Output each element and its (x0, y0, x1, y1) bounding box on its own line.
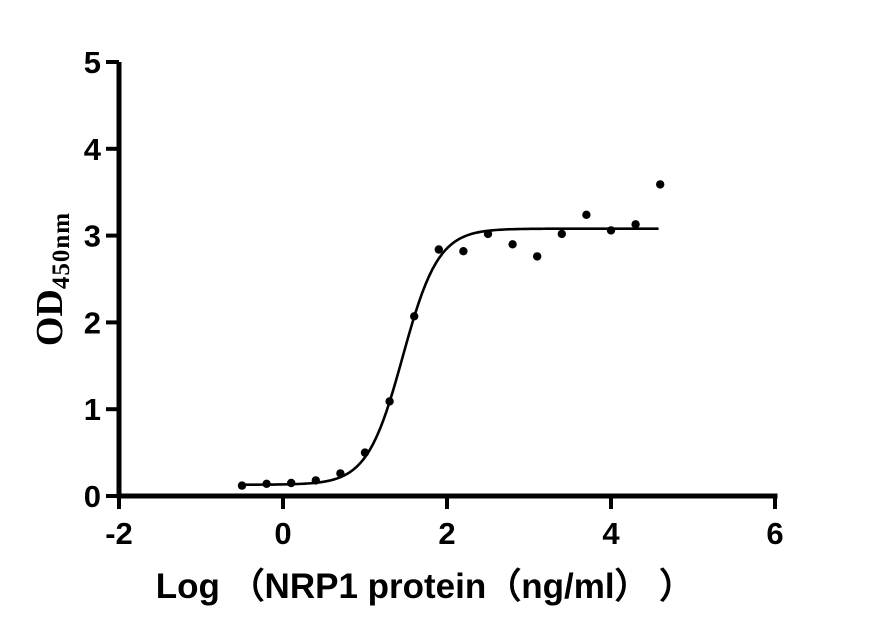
data-point (508, 240, 517, 249)
data-point (287, 478, 296, 488)
data-point (360, 448, 370, 457)
y-tick-label: 1 (84, 392, 101, 427)
data-point (631, 220, 640, 229)
data-point (237, 481, 247, 490)
data-point (262, 479, 271, 488)
data-point (533, 252, 542, 261)
data-point (557, 229, 566, 239)
y-axis-title-subscript: 450nm (48, 211, 75, 290)
data-point (410, 312, 419, 321)
x-tick-label: 2 (438, 516, 455, 551)
x-tick-label: 4 (602, 516, 620, 551)
data-point (336, 469, 345, 478)
y-tick-label: 0 (84, 479, 101, 514)
data-point (483, 229, 493, 239)
data-point (385, 397, 394, 406)
x-tick-label: 0 (274, 516, 291, 551)
data-point (656, 180, 665, 189)
data-point (434, 245, 443, 254)
y-axis-title: OD450nm (28, 209, 75, 349)
fit-curve (241, 227, 659, 486)
x-tick-label: -2 (105, 516, 133, 551)
y-tick-label: 5 (84, 45, 101, 80)
data-point (459, 247, 468, 256)
y-tick-label: 2 (84, 305, 101, 340)
data-point (582, 210, 591, 219)
data-point (606, 226, 616, 235)
x-tick-label: 6 (766, 516, 783, 551)
y-tick-label: 3 (84, 219, 101, 254)
data-point (311, 476, 320, 485)
y-tick-label: 4 (84, 132, 102, 167)
y-axis-title-main: OD (29, 289, 71, 347)
x-axis-title: Log （NRP1 protein（ng/ml） ） (155, 567, 695, 606)
